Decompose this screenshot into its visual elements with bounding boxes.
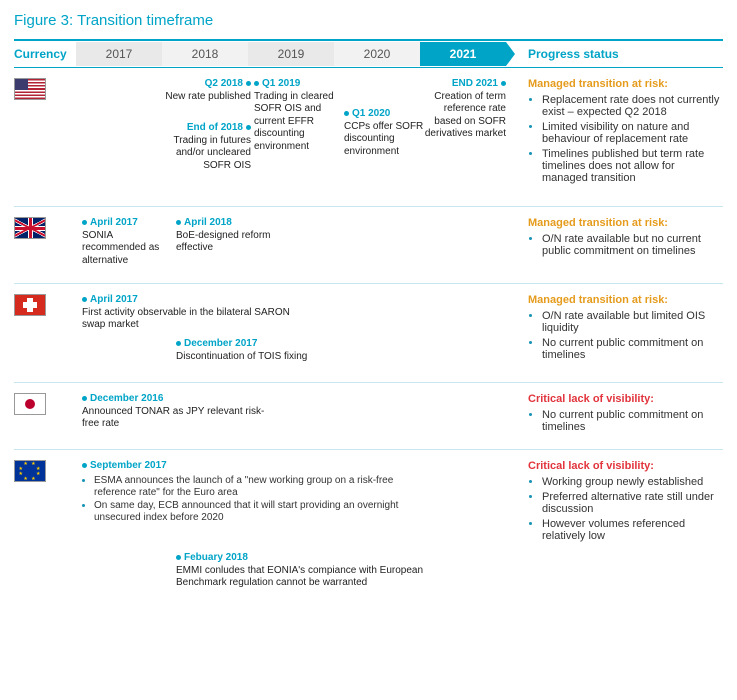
event-date: Febuary 2018: [176, 552, 426, 565]
event-text: Creation of term reference rate based on…: [421, 91, 506, 141]
event-date: Q1 2019: [254, 78, 339, 91]
event-date: April 2017: [82, 217, 172, 230]
timeline-area: Q2 2018New rate published End of 2018Trad…: [76, 78, 506, 196]
timeline-header: Currency 20172018201920202021 Progress s…: [14, 39, 723, 68]
event-text: New rate published: [156, 91, 251, 104]
status-bullet: Replacement rate does not currently exis…: [542, 94, 723, 118]
status-title: Critical lack of visibility:: [528, 460, 723, 472]
year-cell: 2020: [334, 42, 420, 66]
status-bullet: No current public commitment on timeline…: [542, 409, 723, 433]
timeline-event: December 2017Discontinuation of TOIS fix…: [176, 338, 346, 363]
currency-row: Q2 2018New rate published End of 2018Trad…: [14, 68, 723, 207]
status-bullet: No current public commitment on timeline…: [542, 337, 723, 361]
status-title: Managed transition at risk:: [528, 294, 723, 306]
timeline-event: Q1 2019Trading in cleared SOFR OIS and c…: [254, 78, 339, 153]
event-bullet: On same day, ECB announced that it will …: [94, 500, 412, 525]
status-bullet: Limited visibility on nature and behavio…: [542, 121, 723, 145]
event-text: First activity observable in the bilater…: [82, 307, 292, 332]
event-bullets: ESMA announces the launch of a "new work…: [82, 475, 412, 525]
year-cell: 2021: [420, 42, 506, 66]
event-text: SONIA recommended as alternative: [82, 230, 172, 268]
currency-row: April 2017SONIA recommended as alternati…: [14, 207, 723, 284]
timeline-area: December 2016Announced TONAR as JPY rele…: [76, 393, 506, 439]
timeline-event: Q2 2018New rate published: [156, 78, 251, 103]
status-bullets: O/N rate available but limited OIS liqui…: [528, 310, 723, 361]
status-bullets: Working group newly established Preferred…: [528, 476, 723, 542]
event-text: Trading in futures and/or uncleared SOFR…: [152, 135, 251, 173]
status-cell: Managed transition at risk: Replacement r…: [506, 78, 723, 196]
timeline-event: End of 2018Trading in futures and/or unc…: [152, 122, 251, 172]
uk-flag-icon: [14, 217, 46, 239]
status-bullet: O/N rate available but no current public…: [542, 233, 723, 257]
timeline-event: December 2016Announced TONAR as JPY rele…: [82, 393, 272, 431]
timeline-event: April 2017First activity observable in t…: [82, 294, 292, 332]
status-title: Managed transition at risk:: [528, 217, 723, 229]
timeline-event: END 2021Creation of term reference rate …: [421, 78, 506, 141]
ch-flag-icon: [14, 294, 46, 316]
years-axis: 20172018201920202021: [76, 42, 506, 66]
flag-cell: [14, 393, 76, 439]
event-date: September 2017: [82, 460, 412, 473]
status-bullets: O/N rate available but no current public…: [528, 233, 723, 257]
currency-row: December 2016Announced TONAR as JPY rele…: [14, 383, 723, 450]
eu-flag-icon: [14, 460, 46, 482]
status-title: Critical lack of visibility:: [528, 393, 723, 405]
event-date: December 2016: [82, 393, 272, 406]
rows-container: Q2 2018New rate published End of 2018Trad…: [14, 68, 723, 620]
flag-cell: [14, 294, 76, 372]
currency-row: September 2017 ESMA announces the launch …: [14, 450, 723, 620]
year-cell: 2017: [76, 42, 162, 66]
flag-cell: [14, 78, 76, 196]
event-date: December 2017: [176, 338, 346, 351]
figure-title: Figure 3: Transition timeframe: [14, 12, 723, 29]
progress-header-label: Progress status: [506, 41, 723, 67]
timeline-event: April 2017SONIA recommended as alternati…: [82, 217, 172, 267]
status-bullets: No current public commitment on timeline…: [528, 409, 723, 433]
status-title: Managed transition at risk:: [528, 78, 723, 90]
status-cell: Critical lack of visibility: Working grou…: [506, 460, 723, 610]
status-bullet: However volumes referenced relatively lo…: [542, 518, 723, 542]
year-cell: 2019: [248, 42, 334, 66]
event-date: Q1 2020: [344, 108, 424, 121]
event-date: April 2018: [176, 217, 271, 230]
event-text: EMMI conludes that EONIA's compiance wit…: [176, 565, 426, 590]
timeline-event: September 2017 ESMA announces the launch …: [82, 460, 412, 525]
timeline-event: Q1 2020CCPs offer SOFR discounting envir…: [344, 108, 424, 158]
status-bullet: Timelines published but term rate timeli…: [542, 148, 723, 184]
status-bullet: Preferred alternative rate still under d…: [542, 491, 723, 515]
event-date: April 2017: [82, 294, 292, 307]
timeline-event: Febuary 2018EMMI conludes that EONIA's c…: [176, 552, 426, 590]
currency-header-label: Currency: [14, 41, 76, 67]
event-date: END 2021: [421, 78, 506, 91]
currency-row: April 2017First activity observable in t…: [14, 284, 723, 383]
status-bullet: Working group newly established: [542, 476, 723, 488]
event-bullet: ESMA announces the launch of a "new work…: [94, 475, 412, 500]
event-date: End of 2018: [152, 122, 251, 135]
status-bullet: O/N rate available but limited OIS liqui…: [542, 310, 723, 334]
event-text: Announced TONAR as JPY relevant risk-fre…: [82, 406, 272, 431]
flag-cell: [14, 217, 76, 273]
jp-flag-icon: [14, 393, 46, 415]
status-bullets: Replacement rate does not currently exis…: [528, 94, 723, 184]
event-text: Trading in cleared SOFR OIS and current …: [254, 91, 339, 154]
flag-cell: [14, 460, 76, 610]
timeline-area: April 2017SONIA recommended as alternati…: [76, 217, 506, 273]
event-text: Discontinuation of TOIS fixing: [176, 351, 346, 364]
event-text: CCPs offer SOFR discounting environment: [344, 121, 424, 159]
timeline-area: September 2017 ESMA announces the launch …: [76, 460, 506, 610]
year-cell: 2018: [162, 42, 248, 66]
status-cell: Managed transition at risk: O/N rate avai…: [506, 217, 723, 273]
figure-container: Figure 3: Transition timeframe Currency …: [0, 0, 737, 640]
timeline-area: April 2017First activity observable in t…: [76, 294, 506, 372]
event-text: BoE-designed reform effective: [176, 230, 271, 255]
status-cell: Critical lack of visibility: No current p…: [506, 393, 723, 439]
event-date: Q2 2018: [156, 78, 251, 91]
us-flag-icon: [14, 78, 46, 100]
status-cell: Managed transition at risk: O/N rate avai…: [506, 294, 723, 372]
timeline-event: April 2018BoE-designed reform effective: [176, 217, 271, 255]
